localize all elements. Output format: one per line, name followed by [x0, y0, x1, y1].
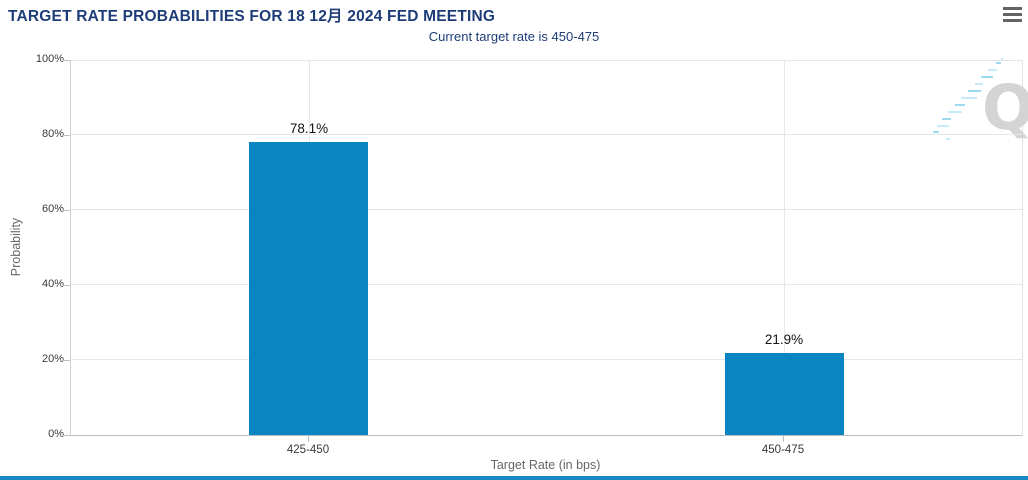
chart-subtitle: Current target rate is 450-475 — [428, 29, 600, 44]
y-tick-label: 20% — [41, 353, 64, 365]
bar-value-label: 78.1% — [289, 121, 329, 136]
bar[interactable] — [725, 353, 844, 435]
watermark-dash — [988, 69, 997, 71]
y-tick-mark — [63, 210, 70, 211]
gridline — [71, 359, 1022, 360]
y-tick-label: 80% — [41, 128, 64, 140]
y-tick-mark — [63, 285, 70, 286]
watermark-dash — [942, 118, 951, 120]
x-tick-mark — [783, 436, 784, 442]
y-tick-label: 60% — [41, 203, 64, 215]
y-tick-mark — [63, 435, 70, 436]
gridline — [71, 60, 1022, 61]
watermark-dash — [975, 83, 983, 85]
watermark-dash — [981, 76, 993, 78]
watermark-dash — [996, 62, 1001, 64]
chart-title: TARGET RATE PROBABILITIES FOR 18 12月 202… — [8, 8, 496, 25]
hamburger-icon — [1003, 7, 1022, 22]
watermark-dash — [948, 111, 962, 113]
watermark-dash — [968, 90, 981, 92]
watermark-dash — [933, 131, 939, 133]
menu-button[interactable] — [1003, 7, 1022, 24]
gridline — [71, 209, 1022, 210]
quandl-watermark-icon: Q — [982, 71, 1028, 144]
plot-area: Q 78.1% 21.9% — [70, 60, 1028, 436]
x-tick-label: 425-450 — [286, 444, 330, 456]
y-tick-label: 0% — [48, 428, 64, 440]
horizontal-scrollbar[interactable] — [0, 476, 1028, 480]
x-axis-title: Target Rate (in bps) — [490, 458, 601, 472]
y-tick-mark — [63, 135, 70, 136]
gridline — [71, 284, 1022, 285]
bar[interactable] — [249, 142, 368, 435]
gridline — [784, 60, 785, 435]
watermark-dash — [961, 97, 977, 99]
y-tick-label: 100% — [35, 53, 64, 65]
y-tick-label: 40% — [41, 278, 64, 290]
y-tick-mark — [63, 360, 70, 361]
x-tick-label: 450-475 — [761, 444, 805, 456]
watermark-dash — [946, 138, 950, 140]
watermark-dash — [937, 125, 949, 127]
bar-value-label: 21.9% — [764, 332, 804, 347]
x-tick-mark — [308, 436, 309, 442]
gridline — [71, 134, 1022, 135]
watermark-dash — [1001, 58, 1003, 60]
y-tick-mark — [63, 60, 70, 61]
watermark-dash — [955, 104, 965, 106]
